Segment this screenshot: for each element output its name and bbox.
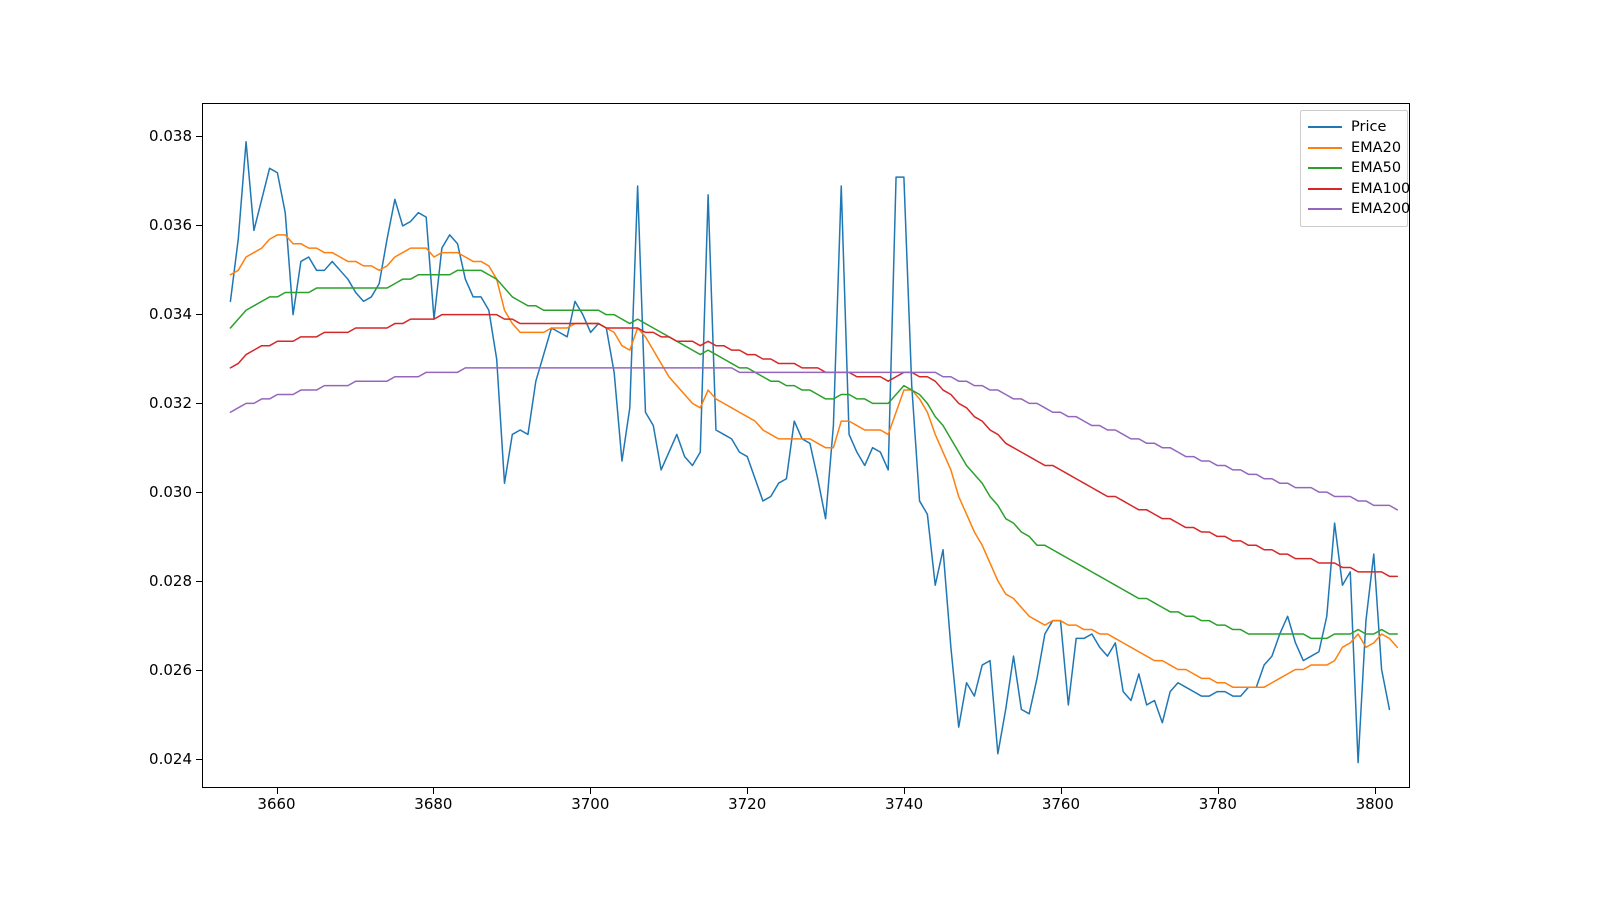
y-tick-label: 0.024 xyxy=(149,750,192,769)
legend-item-ema20: EMA20 xyxy=(1308,138,1402,159)
x-tick-mark xyxy=(276,788,278,794)
y-tick-mark xyxy=(196,225,202,227)
y-tick-mark xyxy=(196,670,202,672)
legend-color-swatch xyxy=(1308,208,1342,211)
legend-item-ema100: EMA100 xyxy=(1308,179,1410,200)
legend-item-ema200: EMA200 xyxy=(1308,199,1410,220)
x-tick-mark xyxy=(1374,788,1376,794)
y-tick-label: 0.028 xyxy=(149,572,192,591)
x-tick-label: 3680 xyxy=(414,795,453,813)
legend-label: Price xyxy=(1351,119,1387,135)
x-tick-label: 3720 xyxy=(728,795,767,813)
y-axis-tick-labels: 0.024 0.026 0.028 0.030 0.032 0.034 0.036 0.038 xyxy=(0,0,202,900)
plot-lines xyxy=(203,104,1409,787)
x-tick-mark xyxy=(433,788,435,794)
y-tick-mark xyxy=(196,581,202,583)
legend-color-swatch xyxy=(1308,146,1342,149)
plot-axes xyxy=(202,103,1410,788)
y-tick-mark xyxy=(196,759,202,761)
y-tick-label: 0.034 xyxy=(149,305,192,324)
x-tick-label: 3660 xyxy=(257,795,296,813)
x-tick-mark xyxy=(590,788,592,794)
x-tick-label: 3740 xyxy=(884,795,924,813)
x-tick-label: 3700 xyxy=(571,795,610,813)
series-line-ema100 xyxy=(230,315,1397,577)
legend-label: EMA100 xyxy=(1351,180,1411,197)
y-tick-mark xyxy=(196,314,202,316)
series-line-ema20 xyxy=(230,235,1397,687)
legend-label: EMA200 xyxy=(1351,201,1411,217)
y-tick-label: 0.030 xyxy=(149,483,192,502)
x-tick-mark xyxy=(1217,788,1219,794)
series-line-ema50 xyxy=(230,270,1397,638)
series-line-price xyxy=(230,142,1389,763)
y-tick-mark xyxy=(196,492,202,494)
legend-color-swatch xyxy=(1308,167,1342,170)
legend-color-swatch xyxy=(1308,187,1342,190)
series-line-ema200 xyxy=(230,368,1397,510)
x-tick-mark xyxy=(747,788,749,794)
legend-color-swatch xyxy=(1308,126,1342,129)
y-tick-label: 0.032 xyxy=(149,394,192,413)
x-tick-label: 3760 xyxy=(1041,795,1081,813)
y-tick-mark xyxy=(196,403,202,405)
y-tick-mark xyxy=(196,136,202,138)
x-tick-label: 3800 xyxy=(1355,795,1394,813)
x-tick-mark xyxy=(1060,788,1063,794)
y-tick-label: 0.036 xyxy=(149,216,192,235)
legend-item-ema50: EMA50 xyxy=(1308,158,1402,179)
chart-legend: Price EMA20 EMA50 EMA100 EMA200 xyxy=(1300,110,1410,227)
x-tick-label: 3780 xyxy=(1198,795,1237,813)
legend-label: EMA20 xyxy=(1351,139,1402,156)
y-tick-label: 0.038 xyxy=(149,127,192,146)
legend-label: EMA50 xyxy=(1351,160,1402,176)
y-tick-label: 0.026 xyxy=(149,661,192,680)
legend-item-price: Price xyxy=(1308,117,1400,138)
x-tick-mark xyxy=(904,788,906,794)
